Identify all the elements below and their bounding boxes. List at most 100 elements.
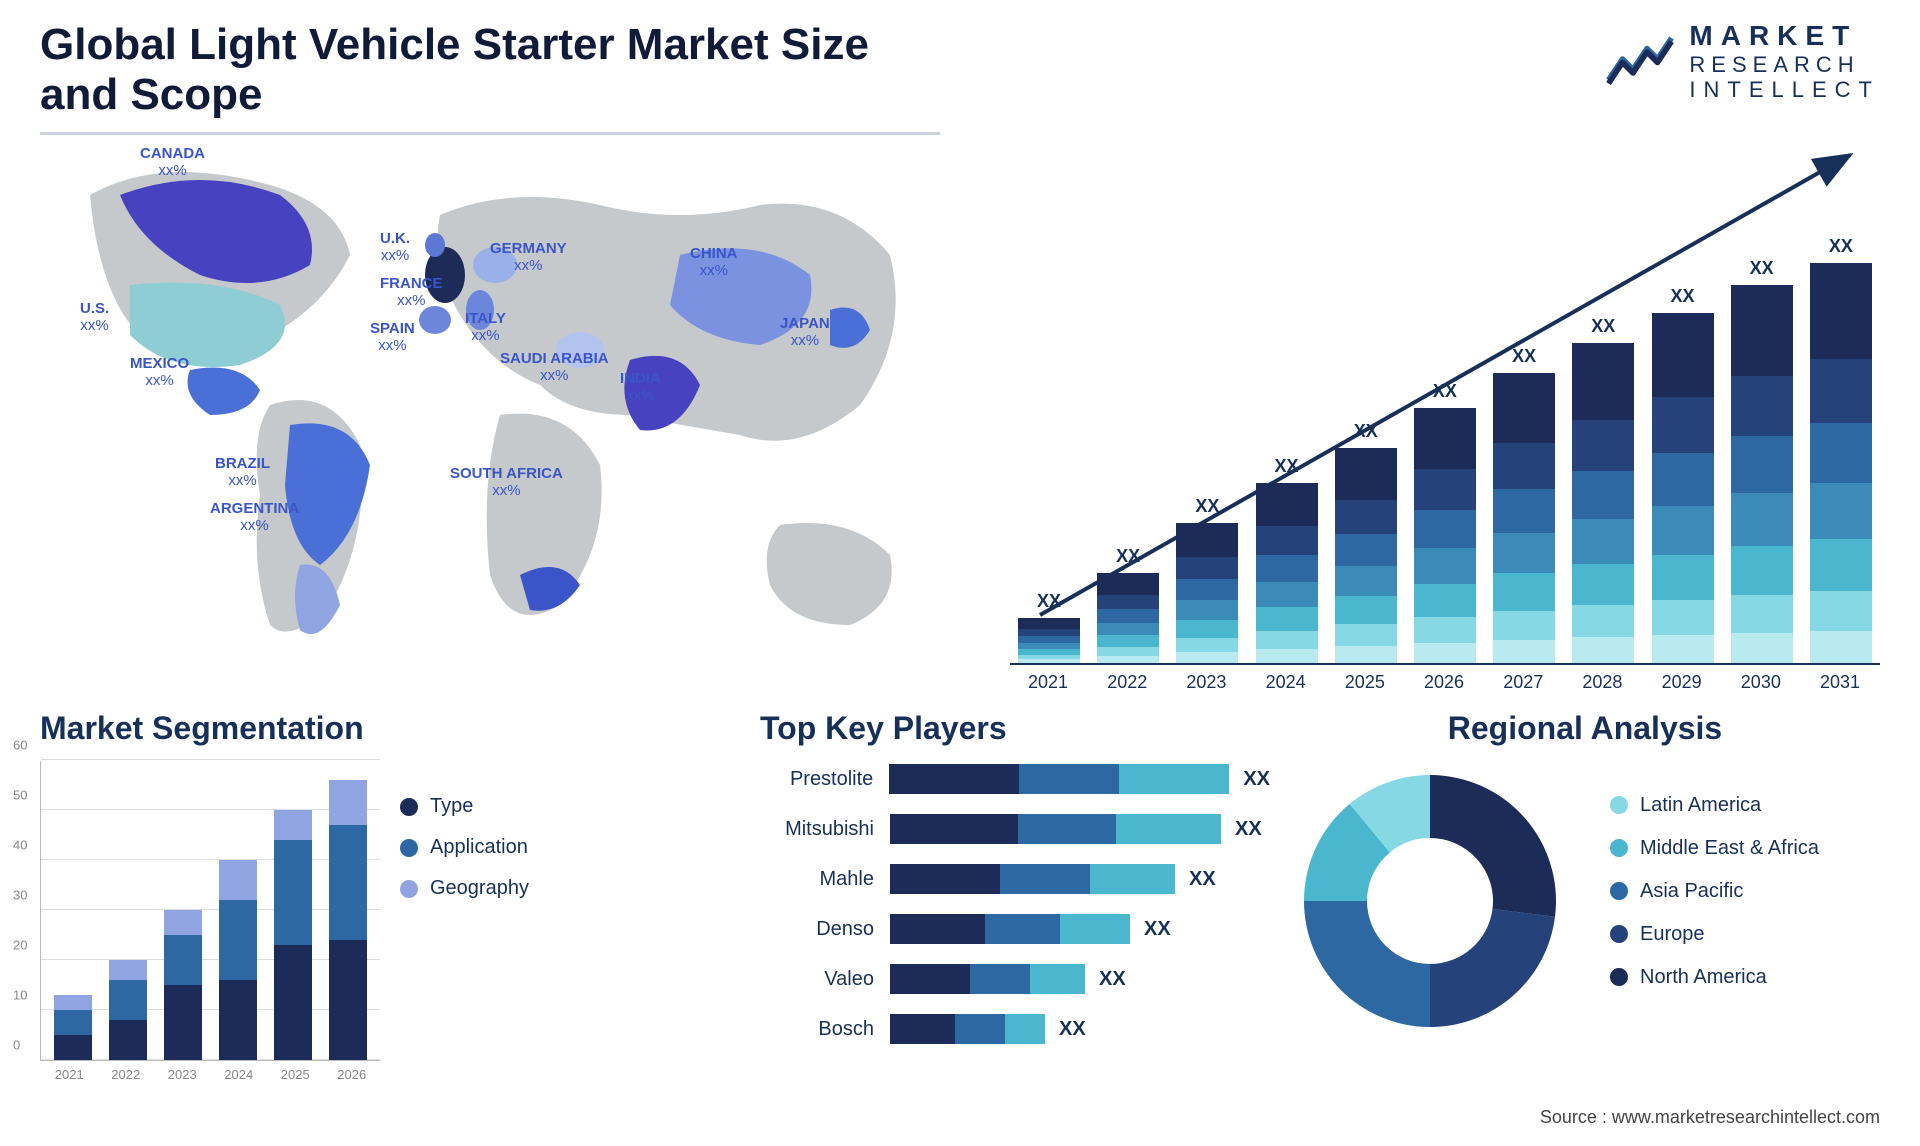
seg-ytick: 10 xyxy=(13,988,27,1003)
player-row-prestolite: PrestoliteXX xyxy=(760,761,1270,797)
regional-donut-chart xyxy=(1290,761,1570,1041)
growth-segment xyxy=(1652,313,1714,397)
map-label-saudiarabia: SAUDI ARABIAxx% xyxy=(500,350,609,385)
growth-segment xyxy=(1256,555,1318,582)
seg-ytick: 60 xyxy=(13,738,27,753)
growth-year-label: 2028 xyxy=(1582,672,1622,693)
growth-bar-2029: XX xyxy=(1652,286,1714,663)
growth-value-label: XX xyxy=(1037,591,1061,612)
seg-segment xyxy=(164,985,202,1060)
seg-xlabel: 2021 xyxy=(55,1067,84,1082)
regional-title: Regional Analysis xyxy=(1290,710,1880,747)
growth-segment xyxy=(1572,343,1634,420)
growth-value-label: XX xyxy=(1354,421,1378,442)
seg-segment xyxy=(219,860,257,900)
growth-segment xyxy=(1018,618,1080,629)
player-name: Mitsubishi xyxy=(760,818,890,841)
growth-value-label: XX xyxy=(1670,286,1694,307)
regional-legend: Latin America Middle East & Africa Asia Pa… xyxy=(1610,794,1819,1009)
growth-segment xyxy=(1493,573,1555,611)
growth-segment xyxy=(1572,564,1634,606)
map-label-southafrica: SOUTH AFRICAxx% xyxy=(450,465,563,500)
growth-segment xyxy=(1810,591,1872,631)
seg-ytick: 30 xyxy=(13,888,27,903)
growth-segment xyxy=(1335,566,1397,596)
segmentation-section: Market Segmentation 01020304050602021202… xyxy=(40,710,550,1061)
donut-slice xyxy=(1304,901,1430,1027)
seg-bar-2021 xyxy=(54,995,92,1060)
seg-segment xyxy=(274,945,312,1060)
seg-segment xyxy=(219,980,257,1060)
map-label-brazil: BRAZILxx% xyxy=(215,455,270,490)
player-segment xyxy=(955,1014,1005,1044)
growth-segment xyxy=(1810,359,1872,423)
map-label-italy: ITALYxx% xyxy=(465,310,506,345)
map-label-mexico: MEXICOxx% xyxy=(130,355,189,390)
growth-segment xyxy=(1018,659,1080,663)
growth-value-label: XX xyxy=(1750,258,1774,279)
growth-segment xyxy=(1731,376,1793,436)
growth-segment xyxy=(1097,595,1159,609)
seg-segment xyxy=(54,995,92,1010)
seg-segment xyxy=(109,960,147,980)
region-legend-item: Latin America xyxy=(1610,794,1819,817)
seg-legend-item: Type xyxy=(400,795,529,818)
seg-segment xyxy=(109,1020,147,1060)
player-segment xyxy=(890,914,985,944)
seg-xlabel: 2025 xyxy=(281,1067,310,1082)
growth-year-label: 2023 xyxy=(1186,672,1226,693)
growth-segment xyxy=(1731,493,1793,546)
region-legend-item: Asia Pacific xyxy=(1610,880,1819,903)
growth-bar-2023: XX xyxy=(1176,496,1238,663)
players-section: Top Key Players PrestoliteXXMitsubishiXX… xyxy=(760,710,1270,1061)
logo-text-3: INTELLECT xyxy=(1689,77,1880,102)
growth-segment xyxy=(1731,633,1793,663)
growth-segment xyxy=(1652,506,1714,555)
logo-mark-icon xyxy=(1605,29,1675,94)
seg-segment xyxy=(109,980,147,1020)
player-segment xyxy=(970,964,1030,994)
seg-xlabel: 2024 xyxy=(224,1067,253,1082)
player-segment xyxy=(985,914,1060,944)
player-value: XX xyxy=(1189,868,1216,891)
growth-segment xyxy=(1572,605,1634,637)
player-segment xyxy=(1116,814,1221,844)
seg-bar-2022 xyxy=(109,960,147,1060)
player-segment xyxy=(1060,914,1130,944)
seg-legend-item: Geography xyxy=(400,877,529,900)
growth-segment xyxy=(1810,631,1872,663)
growth-year-label: 2029 xyxy=(1662,672,1702,693)
growth-segment xyxy=(1493,611,1555,640)
seg-xlabel: 2026 xyxy=(337,1067,366,1082)
growth-segment xyxy=(1572,637,1634,663)
growth-year-label: 2022 xyxy=(1107,672,1147,693)
map-label-france: FRANCExx% xyxy=(380,275,443,310)
player-value: XX xyxy=(1059,1018,1086,1041)
player-segment xyxy=(1018,814,1116,844)
growth-segment xyxy=(1652,600,1714,635)
player-segment xyxy=(1005,1014,1045,1044)
growth-segment xyxy=(1652,555,1714,601)
growth-segment xyxy=(1493,443,1555,489)
player-name: Mahle xyxy=(760,868,890,891)
growth-bar-2027: XX xyxy=(1493,346,1555,663)
growth-segment xyxy=(1414,408,1476,469)
growth-segment xyxy=(1572,519,1634,564)
growth-segment xyxy=(1731,436,1793,493)
region-legend-item: Middle East & Africa xyxy=(1610,837,1819,860)
growth-bar-2028: XX xyxy=(1572,316,1634,663)
player-segment xyxy=(1019,764,1119,794)
growth-segment xyxy=(1176,600,1238,620)
world-map: CANADAxx%U.S.xx%MEXICOxx%BRAZILxx%ARGENT… xyxy=(40,135,940,675)
growth-segment xyxy=(1493,373,1555,443)
player-value: XX xyxy=(1099,968,1126,991)
players-chart: PrestoliteXXMitsubishiXXMahleXXDensoXXVa… xyxy=(760,761,1270,1047)
player-name: Valeo xyxy=(760,968,890,991)
growth-bar-2024: XX xyxy=(1256,456,1318,663)
growth-segment xyxy=(1097,623,1159,636)
brand-logo: MARKET RESEARCH INTELLECT xyxy=(1605,20,1880,103)
map-label-japan: JAPANxx% xyxy=(780,315,830,350)
player-row-bosch: BoschXX xyxy=(760,1011,1270,1047)
growth-segment xyxy=(1256,649,1318,663)
growth-segment xyxy=(1572,471,1634,519)
